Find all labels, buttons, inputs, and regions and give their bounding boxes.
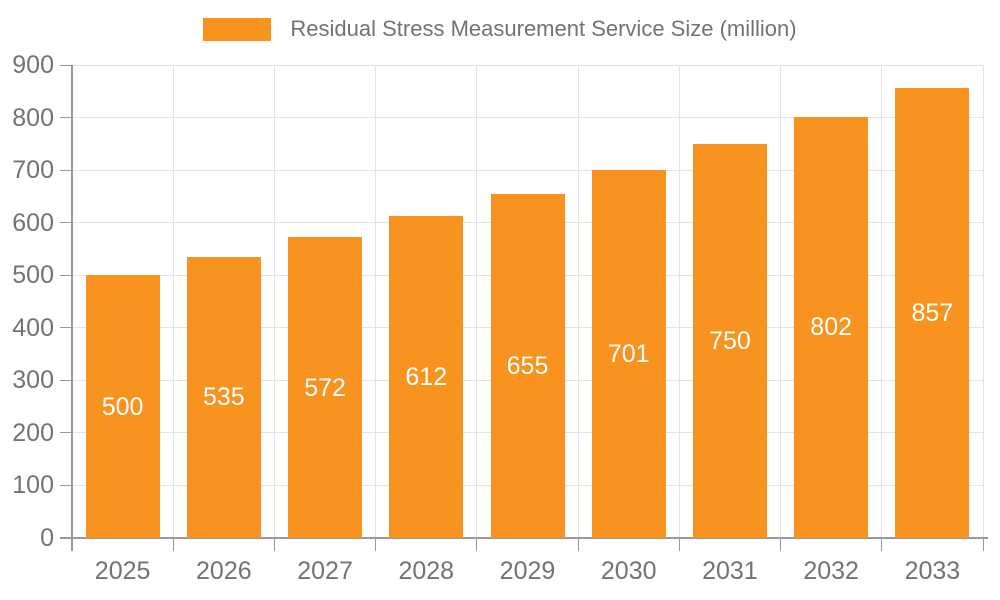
bar-value-label: 535: [202, 383, 245, 412]
x-axis-label: 2026: [196, 557, 252, 585]
gridline-h: [72, 64, 983, 66]
bar[interactable]: 535: [186, 256, 261, 538]
bar-value-label: 750: [709, 326, 751, 355]
bar[interactable]: 802: [794, 116, 869, 538]
y-axis-line: [71, 65, 73, 551]
legend-swatch: [203, 17, 272, 41]
y-axis-tick: [60, 222, 72, 224]
y-axis-tick: [60, 327, 72, 329]
x-axis-tick: [678, 538, 680, 551]
x-axis-label: 2032: [803, 557, 859, 585]
legend-label: Residual Stress Measurement Service Size…: [290, 16, 797, 41]
gridline-h: [72, 117, 983, 119]
x-axis-label: 2030: [600, 557, 657, 585]
x-axis-tick: [273, 538, 275, 551]
bar[interactable]: 857: [895, 87, 970, 538]
x-axis-label: 2029: [499, 557, 556, 585]
bar-value-label: 857: [911, 298, 954, 327]
bar[interactable]: 750: [692, 143, 767, 538]
bar[interactable]: 655: [490, 193, 565, 538]
y-axis-tick: [60, 64, 72, 66]
gridline-v: [577, 65, 579, 538]
x-axis-tick: [375, 538, 377, 551]
gridline-v: [881, 65, 883, 538]
y-axis-label: 800: [12, 103, 54, 132]
x-axis-label: 2027: [297, 557, 353, 585]
y-axis-tick: [60, 274, 72, 276]
bar-value-label: 655: [506, 351, 549, 380]
bar[interactable]: 500: [85, 275, 160, 538]
gridline-v: [780, 65, 782, 538]
bar-value-label: 701: [607, 339, 650, 368]
y-axis-label: 300: [12, 366, 54, 395]
bar[interactable]: 701: [591, 169, 666, 538]
x-axis-label: 2031: [702, 557, 758, 585]
gridline-v: [273, 65, 275, 538]
bar[interactable]: 572: [288, 237, 363, 538]
x-axis-tick: [982, 538, 984, 551]
y-axis-label: 0: [40, 524, 54, 552]
bar-value-label: 612: [405, 363, 448, 392]
x-axis-line: [60, 537, 988, 539]
gridline-v: [476, 65, 478, 538]
bar[interactable]: 612: [389, 216, 464, 538]
x-axis-tick: [476, 538, 478, 551]
y-axis-label: 500: [12, 261, 54, 290]
bar-value-label: 802: [810, 313, 853, 342]
x-axis-label: 2025: [94, 557, 151, 585]
gridline-v: [678, 65, 680, 538]
bar-value-label: 500: [101, 392, 144, 421]
y-axis-label: 200: [12, 418, 54, 447]
y-axis-label: 900: [12, 51, 54, 79]
y-axis-tick: [60, 379, 72, 381]
x-axis-tick: [577, 538, 579, 551]
y-axis-tick: [60, 169, 72, 171]
y-axis-tick: [60, 484, 72, 486]
gridline-v: [172, 65, 174, 538]
gridline-h: [72, 169, 983, 171]
y-axis-label: 600: [12, 208, 54, 237]
y-axis-label: 400: [12, 313, 54, 342]
y-axis-label: 100: [12, 471, 54, 500]
x-axis-tick: [172, 538, 174, 551]
y-axis-label: 700: [12, 156, 54, 185]
x-axis-label: 2028: [398, 557, 455, 585]
legend[interactable]: Residual Stress Measurement Service Size…: [0, 16, 1000, 42]
bar-value-label: 572: [304, 373, 346, 402]
y-axis-tick: [60, 432, 72, 434]
x-axis-label: 2033: [904, 557, 961, 585]
y-axis-tick: [60, 117, 72, 119]
gridline-v: [982, 65, 984, 538]
x-axis-tick: [881, 538, 883, 551]
x-axis-tick: [780, 538, 782, 551]
gridline-v: [375, 65, 377, 538]
